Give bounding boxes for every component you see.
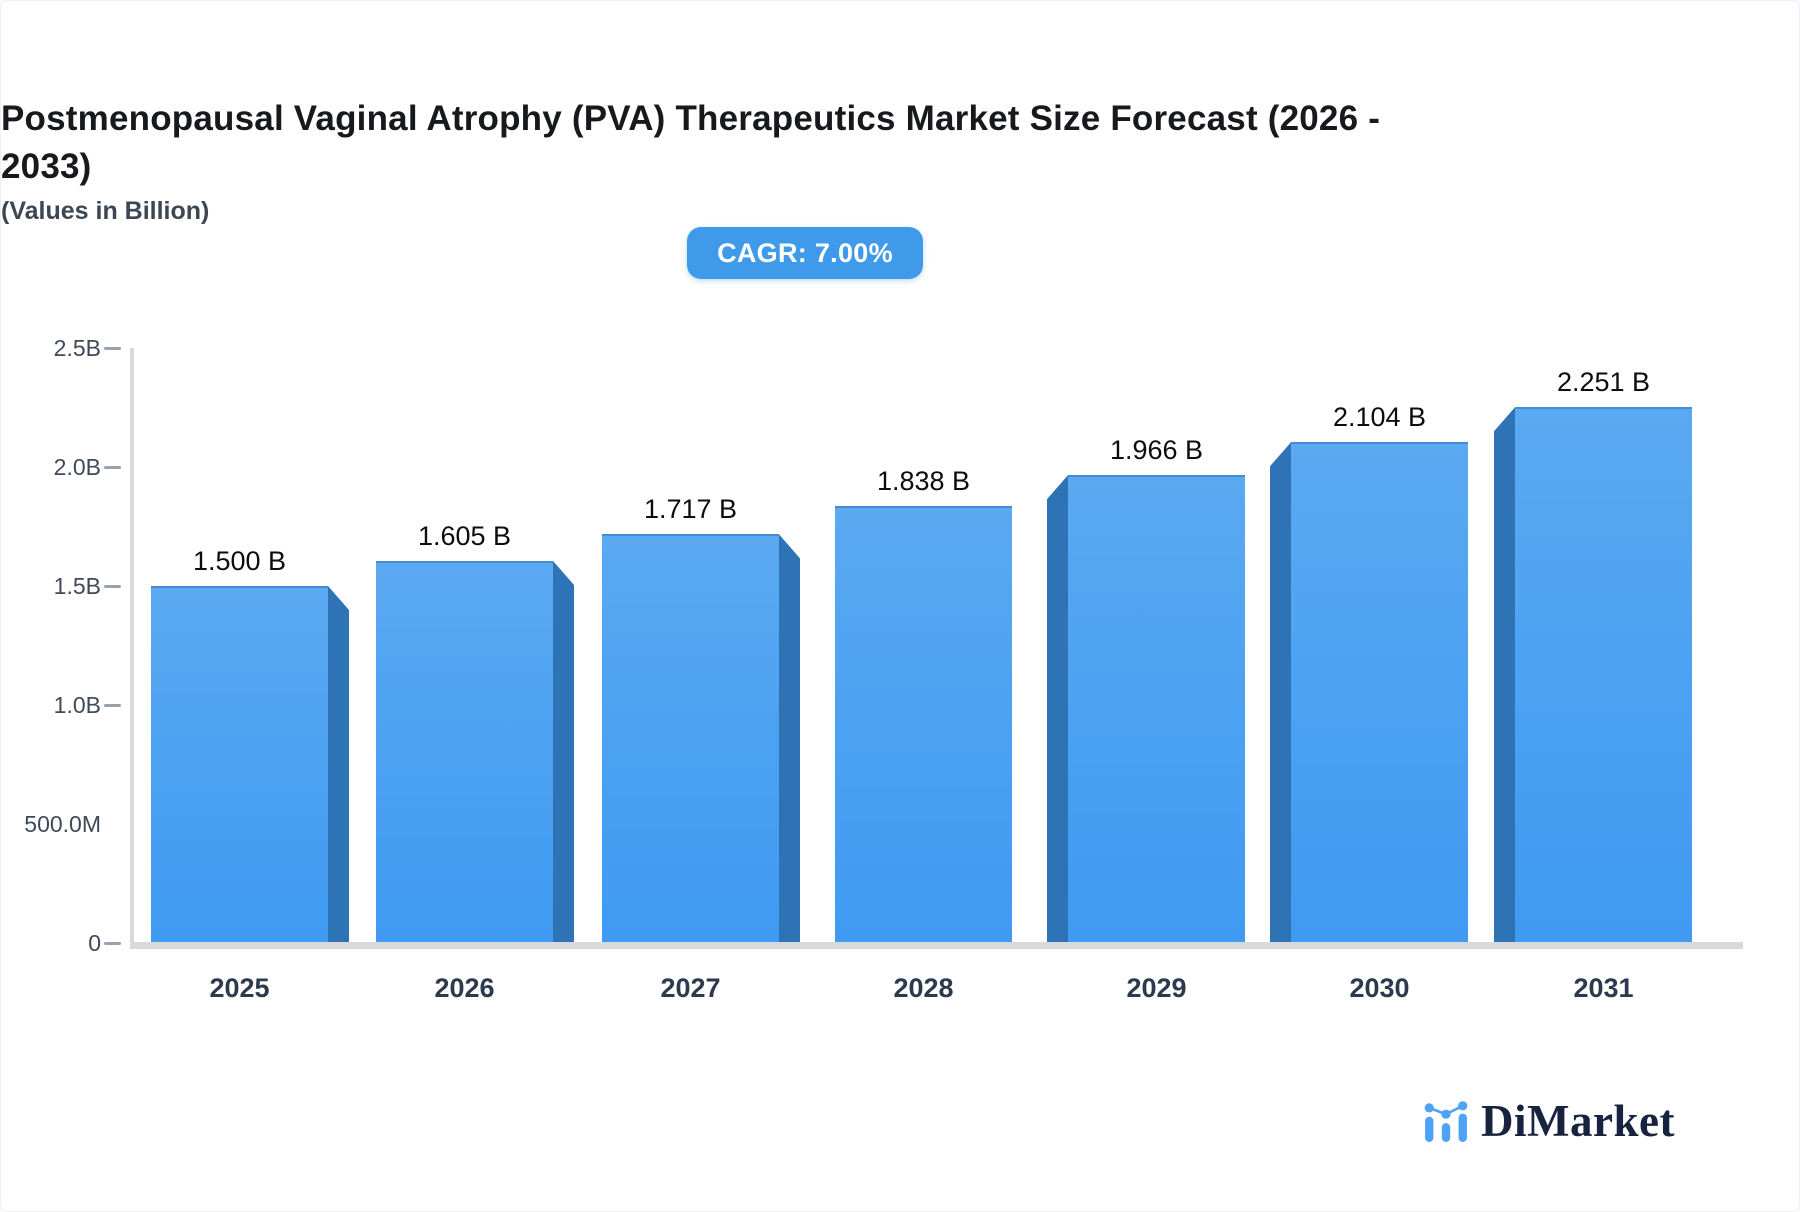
bar-value-label-2027: 1.717 B (643, 494, 738, 525)
y-axis-tick-label: 500.0M (24, 811, 101, 837)
bar-2025 (151, 586, 328, 942)
bar-value-label-2031: 2.251 B (1556, 367, 1651, 398)
cagr-badge-wrap: CAGR: 7.00% (1, 227, 1609, 279)
y-axis-tick-label: 1.5B (53, 573, 101, 599)
bar-2026-3d-side (553, 561, 574, 942)
y-axis-tick-label: 2.5B (53, 335, 101, 361)
y-axis-tick-mark (104, 466, 121, 469)
chart-title: Postmenopausal Vaginal Atrophy (PVA) The… (1, 95, 1609, 191)
x-axis-label-2029: 2029 (1126, 973, 1187, 1003)
bar-value-label-2025: 1.500 B (192, 546, 287, 576)
dimarket-logo: DiMarket (1424, 1095, 1675, 1147)
bar-2029-3d-side (1047, 475, 1068, 942)
bar-value-label-2030: 2.104 B (1332, 402, 1427, 433)
bar-2027 (602, 534, 779, 942)
x-axis-label-2030: 2030 (1349, 973, 1410, 1003)
x-axis-label-2026: 2026 (434, 973, 495, 1003)
bar-2031 (1515, 407, 1692, 942)
bar-2031-3d-side (1494, 407, 1515, 942)
y-axis-tick-mark (104, 585, 121, 588)
chart-title-line-2: 2033) (1, 147, 92, 186)
y-axis-line (130, 348, 134, 949)
chart-subtitle: (Values in Billion) (1, 197, 210, 225)
y-axis-tick-mark (104, 704, 121, 707)
bar-value-label-2029: 1.966 B (1109, 435, 1204, 466)
y-axis-tick-label: 1.0B (53, 692, 101, 718)
y-axis-tick-label: 0 (88, 930, 101, 956)
x-axis-label-2031: 2031 (1573, 973, 1634, 1003)
y-axis-tick-mark (104, 942, 121, 945)
bar-2028 (835, 505, 1012, 942)
x-axis-label-2027: 2027 (660, 973, 721, 1003)
y-axis-tick-label: 2.0B (53, 454, 101, 480)
y-axis-tick-mark (104, 347, 121, 350)
bar-value-label-2028: 1.838 B (876, 465, 971, 496)
x-axis-label-2028: 2028 (893, 973, 954, 1003)
bar-2029 (1068, 475, 1245, 942)
bar-chart-trend-icon (1424, 1101, 1468, 1142)
bar-2025-3d-side (328, 586, 349, 942)
bar-2027-3d-side (779, 534, 800, 942)
bar-2030-3d-side (1270, 442, 1291, 942)
dimarket-logo-text: DiMarket (1481, 1096, 1675, 1146)
chart-title-line-1: Postmenopausal Vaginal Atrophy (PVA) The… (1, 99, 1381, 138)
cagr-badge: CAGR: 7.00% (687, 227, 923, 279)
bar-2030 (1291, 442, 1468, 942)
x-axis-label-2025: 2025 (209, 973, 270, 1003)
bar-2026 (376, 561, 553, 942)
bar-value-label-2026: 1.605 B (417, 521, 512, 551)
x-axis-baseline (130, 942, 1743, 949)
